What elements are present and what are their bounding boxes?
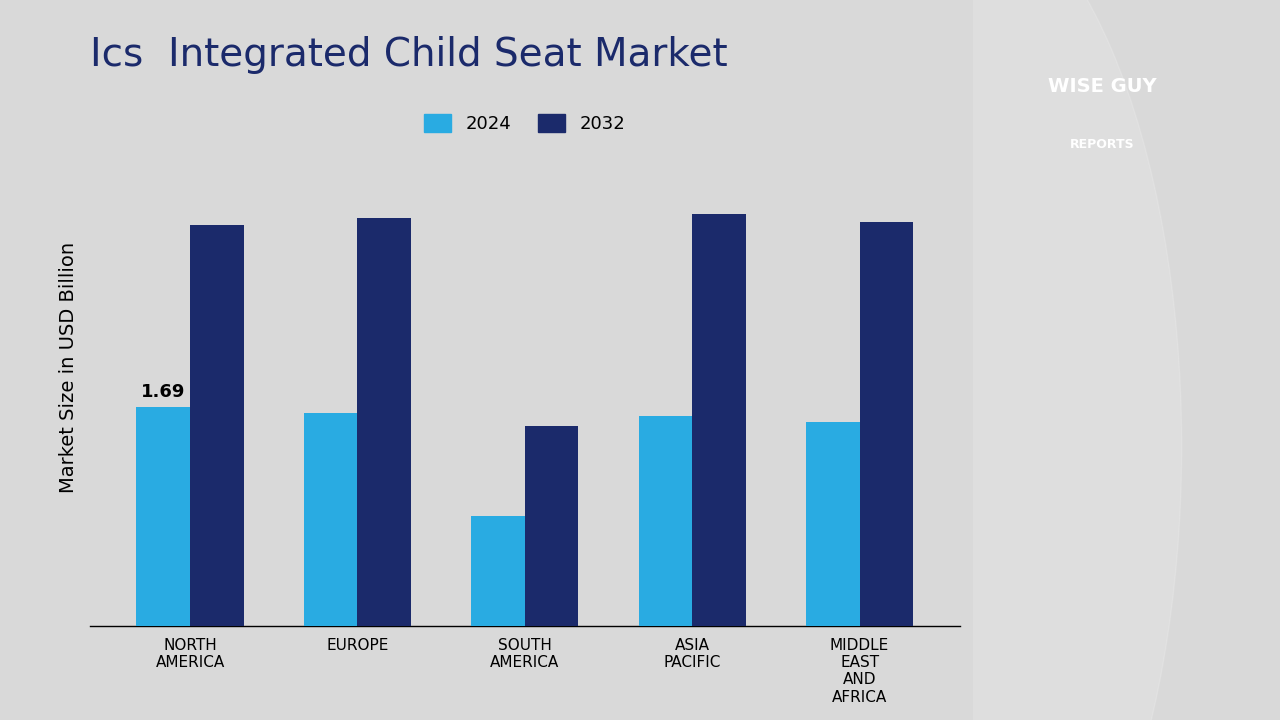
Bar — [525, 426, 579, 626]
Text: WISE GUY: WISE GUY — [1047, 77, 1156, 96]
Bar — [692, 215, 746, 626]
Bar — [860, 222, 913, 626]
Bar — [639, 416, 692, 626]
Y-axis label: Market Size in USD Billion: Market Size in USD Billion — [59, 242, 78, 492]
Circle shape — [703, 0, 1181, 720]
Bar — [357, 218, 411, 626]
Bar — [189, 225, 243, 626]
Text: REPORTS: REPORTS — [1070, 138, 1134, 150]
Bar — [137, 408, 189, 626]
Bar — [806, 422, 860, 626]
Bar — [471, 516, 525, 626]
Text: Ics  Integrated Child Seat Market: Ics Integrated Child Seat Market — [90, 36, 727, 74]
Bar — [303, 413, 357, 626]
Text: 1.69: 1.69 — [141, 383, 186, 401]
Legend: 2024, 2032: 2024, 2032 — [417, 107, 632, 140]
